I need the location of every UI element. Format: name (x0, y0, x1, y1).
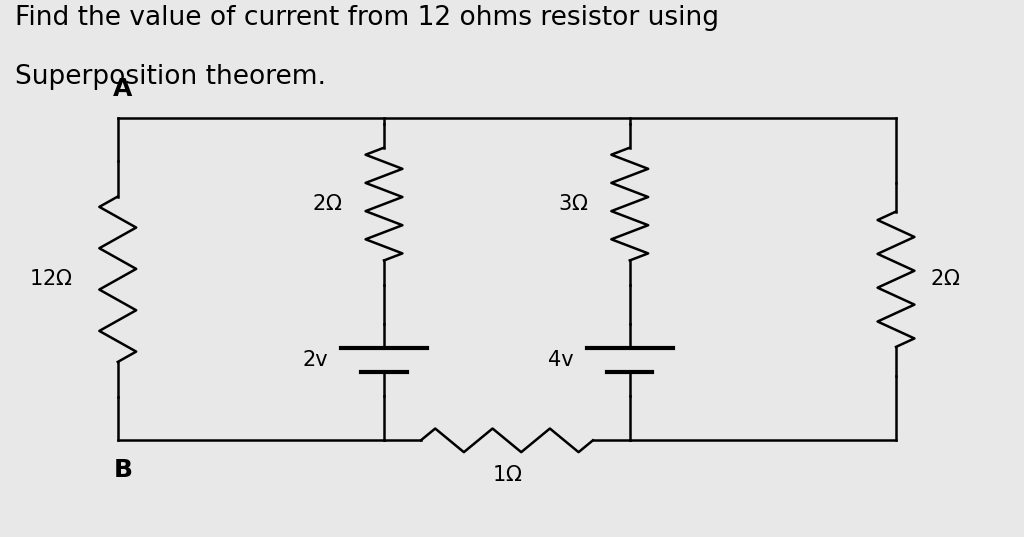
Text: A: A (114, 77, 132, 100)
Text: 2$\Omega$: 2$\Omega$ (930, 269, 961, 289)
Text: 4v: 4v (548, 350, 573, 370)
Text: 2v: 2v (302, 350, 328, 370)
Text: 1$\Omega$: 1$\Omega$ (492, 465, 522, 485)
Text: 3$\Omega$: 3$\Omega$ (558, 194, 589, 214)
Text: B: B (114, 458, 132, 482)
Text: Find the value of current from 12 ohms resistor using: Find the value of current from 12 ohms r… (15, 5, 719, 31)
Text: Superposition theorem.: Superposition theorem. (15, 64, 327, 90)
Text: 2$\Omega$: 2$\Omega$ (312, 194, 343, 214)
Text: 12$\Omega$: 12$\Omega$ (30, 269, 73, 289)
